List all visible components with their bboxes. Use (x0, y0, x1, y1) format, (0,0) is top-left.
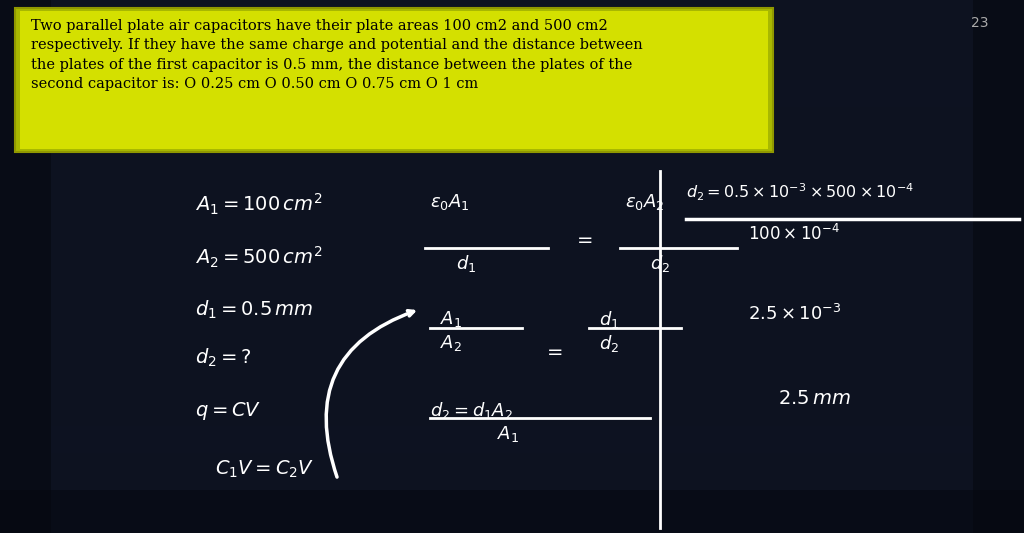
Bar (0, 346, 1024, 373)
Text: $\varepsilon_0 A_2$: $\varepsilon_0 A_2$ (625, 192, 664, 212)
Bar (0, 0, 51, 533)
Text: $d_1$: $d_1$ (599, 309, 620, 330)
Text: $d_2=0.5\times10^{-3}\times500\times10^{-4}$: $d_2=0.5\times10^{-3}\times500\times10^{… (686, 181, 914, 203)
Bar (0, 133, 1024, 160)
Bar (0, 453, 1024, 480)
Text: $q=CV$: $q=CV$ (195, 400, 261, 422)
Bar (20, 11, 768, 149)
Text: $2.5\times10^{-3}$: $2.5\times10^{-3}$ (748, 304, 841, 324)
Bar (0, 480, 1024, 506)
Text: $=$: $=$ (543, 341, 563, 360)
Text: $d_2$: $d_2$ (599, 333, 620, 354)
Bar (0, 373, 1024, 400)
Text: $d_2=d_1A_2$: $d_2=d_1A_2$ (430, 400, 513, 421)
Text: $d_2=?$: $d_2=?$ (195, 346, 251, 369)
Text: 23: 23 (971, 16, 988, 30)
Bar (0, 0, 1024, 27)
Bar (0, 53, 1024, 80)
Bar (0, 490, 1024, 533)
Text: $d_1=0.5\,mm$: $d_1=0.5\,mm$ (195, 298, 313, 321)
Text: $2.5\,mm$: $2.5\,mm$ (778, 389, 851, 408)
Bar (0, 187, 1024, 213)
Text: $=$: $=$ (573, 229, 594, 248)
Text: $C_1V=C_2V$: $C_1V=C_2V$ (215, 458, 314, 480)
Text: $\varepsilon_0 A_1$: $\varepsilon_0 A_1$ (430, 192, 470, 212)
Text: $A_2$: $A_2$ (440, 333, 463, 353)
Bar (0, 107, 1024, 133)
Bar (0, 240, 1024, 266)
Bar (0, 160, 1024, 187)
Text: $A_1=100\,cm^2$: $A_1=100\,cm^2$ (195, 192, 323, 217)
Bar (0, 266, 1024, 293)
Bar (0, 80, 1024, 107)
Bar (0, 320, 1024, 346)
Text: $100\times10^{-4}$: $100\times10^{-4}$ (748, 224, 840, 244)
Bar (0, 506, 1024, 533)
Text: Two parallel plate air capacitors have their plate areas 100 cm2 and 500 cm2
res: Two parallel plate air capacitors have t… (31, 19, 642, 91)
Text: $A_2=500\,cm^2$: $A_2=500\,cm^2$ (195, 245, 323, 270)
Bar (15, 8, 773, 152)
Text: $d_1$: $d_1$ (456, 253, 476, 274)
Bar (0, 27, 1024, 53)
Bar (0, 400, 1024, 426)
Text: $d_2$: $d_2$ (650, 253, 671, 274)
Text: $A_1$: $A_1$ (440, 309, 463, 329)
Bar (973, 0, 1024, 533)
Text: $A_1$: $A_1$ (497, 424, 519, 444)
Bar (0, 426, 1024, 453)
Bar (0, 293, 1024, 320)
Bar (0, 213, 1024, 240)
